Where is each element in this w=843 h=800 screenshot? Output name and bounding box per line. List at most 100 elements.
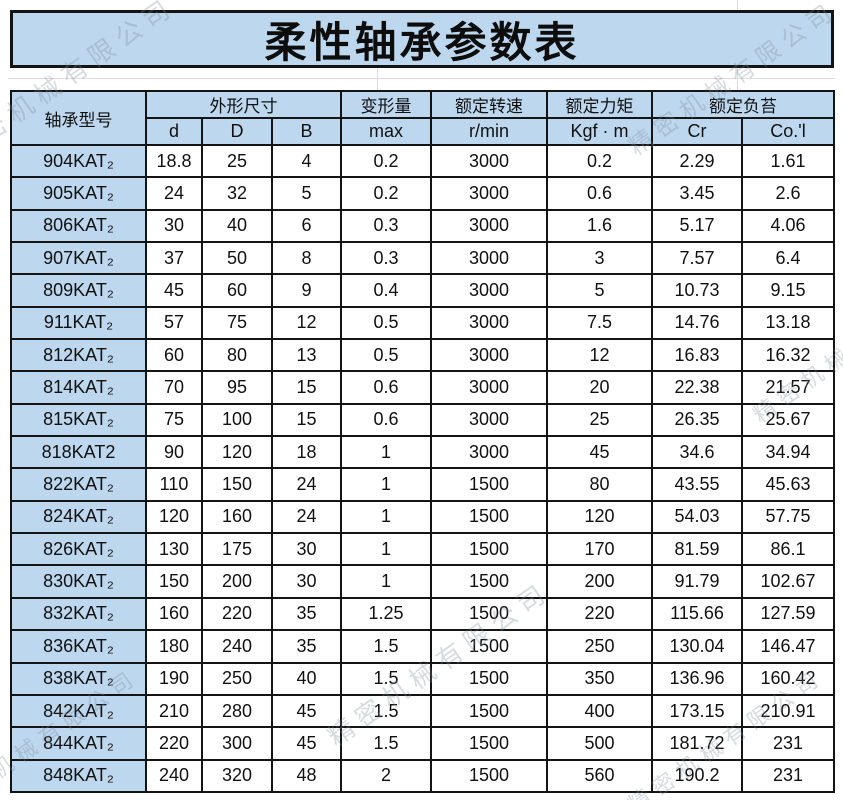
column-header-model: 轴承型号 xyxy=(10,90,147,146)
table-row: 806KAT₂ 30 40 6 0.3 3000 1.6 5.17 4.06 xyxy=(10,208,836,244)
value-cell: 150 xyxy=(201,467,273,502)
table-row: 809KAT₂ 45 60 9 0.4 3000 5 10.73 9.15 xyxy=(10,273,836,308)
value-cell: 3000 xyxy=(430,402,549,438)
value-cell: 1.25 xyxy=(340,596,433,632)
model-cell: 907KAT₂ xyxy=(10,241,147,276)
value-cell: 231 xyxy=(741,726,836,761)
value-cell: 210 xyxy=(145,693,203,729)
column-header-max: max xyxy=(340,117,433,146)
value-cell: 130.04 xyxy=(651,629,744,664)
value-cell: 37 xyxy=(145,241,203,276)
value-cell: 2 xyxy=(340,758,433,794)
value-cell: 40 xyxy=(270,661,343,696)
value-cell: 3.45 xyxy=(651,176,744,211)
model-cell: 814KAT₂ xyxy=(10,370,147,405)
table-row: 812KAT₂ 60 80 13 0.5 3000 12 16.83 16.32 xyxy=(10,338,836,373)
gridline xyxy=(737,66,738,90)
value-cell: 60 xyxy=(145,338,203,373)
value-cell: 220 xyxy=(201,596,273,632)
value-cell: 280 xyxy=(201,693,273,729)
table-row: 904KAT₂ 18.8 25 4 0.2 3000 0.2 2.29 1.61 xyxy=(10,143,836,179)
value-cell: 16.83 xyxy=(651,338,744,373)
value-cell: 12 xyxy=(270,305,343,341)
table-row: 814KAT₂ 70 95 15 0.6 3000 20 22.38 21.57 xyxy=(10,370,836,405)
table-row: 830KAT₂ 150 200 30 1 1500 200 91.79 102.67 xyxy=(10,564,836,599)
value-cell: 180 xyxy=(145,629,203,664)
model-cell: 844KAT₂ xyxy=(10,726,147,761)
value-cell: 0.3 xyxy=(340,241,433,276)
value-cell: 3000 xyxy=(430,305,549,341)
value-cell: 2.29 xyxy=(651,143,744,179)
value-cell: 50 xyxy=(201,241,273,276)
model-cell: 836KAT₂ xyxy=(10,629,147,664)
value-cell: 48 xyxy=(270,758,343,794)
value-cell: 127.59 xyxy=(741,596,836,632)
value-cell: 60 xyxy=(201,273,273,308)
table-body: 904KAT₂ 18.8 25 4 0.2 3000 0.2 2.29 1.61 905KAT₂ 2… xyxy=(10,143,836,794)
value-cell: 1500 xyxy=(430,661,549,696)
value-cell: 160 xyxy=(201,499,273,535)
column-header-D: D xyxy=(201,117,273,146)
value-cell: 1.61 xyxy=(741,143,836,179)
value-cell: 1500 xyxy=(430,693,549,729)
value-cell: 1 xyxy=(340,467,433,502)
value-cell: 3000 xyxy=(430,143,549,179)
value-cell: 1.5 xyxy=(340,726,433,761)
table-row: 844KAT₂ 220 300 45 1.5 1500 500 181.72 231 xyxy=(10,726,836,761)
value-cell: 75 xyxy=(145,402,203,438)
column-group-deformation: 变形量 xyxy=(340,90,433,119)
gridline xyxy=(377,66,378,90)
value-cell: 4 xyxy=(270,143,343,179)
value-cell: 45 xyxy=(145,273,203,308)
header-group-row: 轴承型号 外形尺寸 变形量 额定转速 额定力矩 额定负苔 xyxy=(10,90,836,146)
value-cell: 1500 xyxy=(430,758,549,794)
value-cell: 190.2 xyxy=(651,758,744,794)
value-cell: 34.94 xyxy=(741,435,836,470)
value-cell: 500 xyxy=(546,726,654,761)
model-cell: 842KAT₂ xyxy=(10,693,147,729)
table-row: 822KAT₂ 110 150 24 1 1500 80 43.55 45.63 xyxy=(10,467,836,502)
value-cell: 15 xyxy=(270,370,343,405)
model-cell: 815KAT₂ xyxy=(10,402,147,438)
value-cell: 1500 xyxy=(430,596,549,632)
value-cell: 5 xyxy=(546,273,654,308)
value-cell: 3000 xyxy=(430,241,549,276)
table-row: 824KAT₂ 120 160 24 1 1500 120 54.03 57.75 xyxy=(10,499,836,535)
value-cell: 240 xyxy=(145,758,203,794)
value-cell: 45 xyxy=(270,726,343,761)
value-cell: 45 xyxy=(270,693,343,729)
value-cell: 5 xyxy=(270,176,343,211)
value-cell: 220 xyxy=(145,726,203,761)
model-cell: 806KAT₂ xyxy=(10,208,147,244)
value-cell: 6.4 xyxy=(741,241,836,276)
value-cell: 30 xyxy=(270,532,343,567)
value-cell: 1500 xyxy=(430,564,549,599)
value-cell: 150 xyxy=(145,564,203,599)
gridline xyxy=(737,0,738,10)
value-cell: 15 xyxy=(270,402,343,438)
value-cell: 0.2 xyxy=(546,143,654,179)
column-header-torque: Kgf · m xyxy=(546,117,654,146)
table-row: 826KAT₂ 130 175 30 1 1500 170 81.59 86.1 xyxy=(10,532,836,567)
model-cell: 824KAT₂ xyxy=(10,499,147,535)
value-cell: 231 xyxy=(741,758,836,794)
model-cell: 822KAT₂ xyxy=(10,467,147,502)
table-row: 818KAT2 90 120 18 1 3000 45 34.6 34.94 xyxy=(10,435,836,470)
value-cell: 181.72 xyxy=(651,726,744,761)
value-cell: 30 xyxy=(145,208,203,244)
value-cell: 3000 xyxy=(430,273,549,308)
value-cell: 0.2 xyxy=(340,143,433,179)
value-cell: 95 xyxy=(201,370,273,405)
value-cell: 1 xyxy=(340,435,433,470)
table-row: 905KAT₂ 24 32 5 0.2 3000 0.6 3.45 2.6 xyxy=(10,176,836,211)
column-group-rated-speed: 额定转速 xyxy=(430,90,549,119)
model-cell: 812KAT₂ xyxy=(10,338,147,373)
value-cell: 21.57 xyxy=(741,370,836,405)
value-cell: 20 xyxy=(546,370,654,405)
value-cell: 0.6 xyxy=(340,402,433,438)
value-cell: 102.67 xyxy=(741,564,836,599)
value-cell: 30 xyxy=(270,564,343,599)
value-cell: 7.5 xyxy=(546,305,654,341)
value-cell: 5.17 xyxy=(651,208,744,244)
